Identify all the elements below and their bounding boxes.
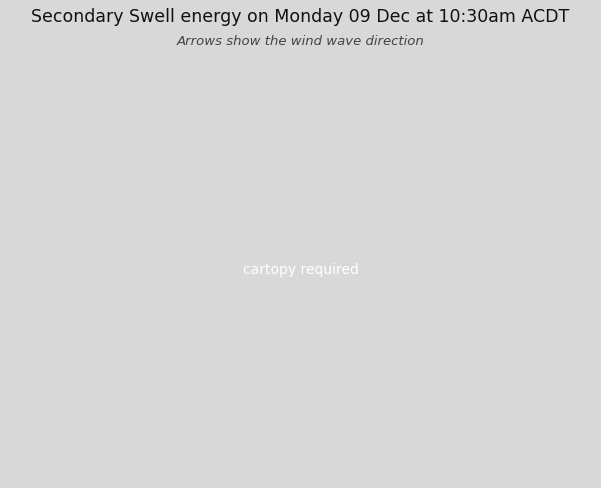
Text: cartopy required: cartopy required bbox=[243, 264, 358, 277]
Text: Arrows show the wind wave direction: Arrows show the wind wave direction bbox=[177, 35, 424, 48]
Text: Secondary Swell energy on Monday 09 Dec at 10:30am ACDT: Secondary Swell energy on Monday 09 Dec … bbox=[31, 8, 570, 26]
